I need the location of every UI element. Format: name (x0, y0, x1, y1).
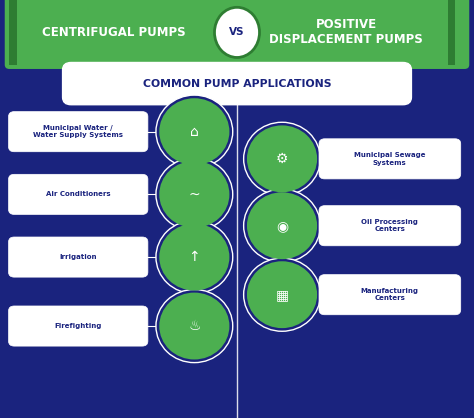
Ellipse shape (247, 125, 317, 192)
Ellipse shape (214, 8, 259, 57)
Ellipse shape (156, 289, 233, 363)
Text: POSITIVE
DISPLACEMENT PUMPS: POSITIVE DISPLACEMENT PUMPS (269, 18, 423, 46)
FancyBboxPatch shape (448, 0, 455, 65)
Text: ◉: ◉ (276, 219, 288, 233)
Ellipse shape (156, 221, 233, 293)
Text: Manufacturing
Centers: Manufacturing Centers (361, 288, 419, 301)
Ellipse shape (156, 158, 233, 231)
FancyBboxPatch shape (319, 139, 461, 179)
Text: Irrigation: Irrigation (59, 254, 97, 260)
FancyBboxPatch shape (9, 174, 148, 214)
Ellipse shape (247, 192, 317, 259)
Ellipse shape (159, 98, 229, 165)
Text: VS: VS (229, 28, 245, 37)
Text: ~: ~ (189, 187, 200, 201)
FancyBboxPatch shape (63, 62, 411, 105)
FancyBboxPatch shape (9, 112, 148, 152)
Ellipse shape (244, 189, 320, 263)
FancyBboxPatch shape (9, 237, 148, 277)
Text: Oil Processing
Centers: Oil Processing Centers (362, 219, 418, 232)
Text: CENTRIFUGAL PUMPS: CENTRIFUGAL PUMPS (42, 26, 186, 39)
Text: ⌂: ⌂ (190, 125, 199, 139)
FancyBboxPatch shape (319, 275, 461, 315)
Ellipse shape (244, 258, 320, 331)
Text: ⚙: ⚙ (276, 152, 288, 166)
Text: ▦: ▦ (275, 288, 289, 302)
Text: ↑: ↑ (189, 250, 200, 264)
Text: Air Conditioners: Air Conditioners (46, 191, 110, 197)
FancyBboxPatch shape (9, 0, 17, 65)
Ellipse shape (159, 224, 229, 291)
Text: Firefighting: Firefighting (55, 323, 102, 329)
Ellipse shape (159, 161, 229, 228)
Text: COMMON PUMP APPLICATIONS: COMMON PUMP APPLICATIONS (143, 79, 331, 89)
Ellipse shape (159, 293, 229, 359)
Text: ♨: ♨ (188, 319, 201, 333)
Ellipse shape (244, 122, 320, 195)
Ellipse shape (156, 95, 233, 168)
Text: Municipal Water /
Water Supply Systems: Municipal Water / Water Supply Systems (33, 125, 123, 138)
FancyBboxPatch shape (5, 0, 469, 69)
Text: Municipal Sewage
Systems: Municipal Sewage Systems (354, 152, 426, 166)
FancyBboxPatch shape (319, 206, 461, 246)
Ellipse shape (247, 261, 317, 328)
FancyBboxPatch shape (9, 306, 148, 346)
